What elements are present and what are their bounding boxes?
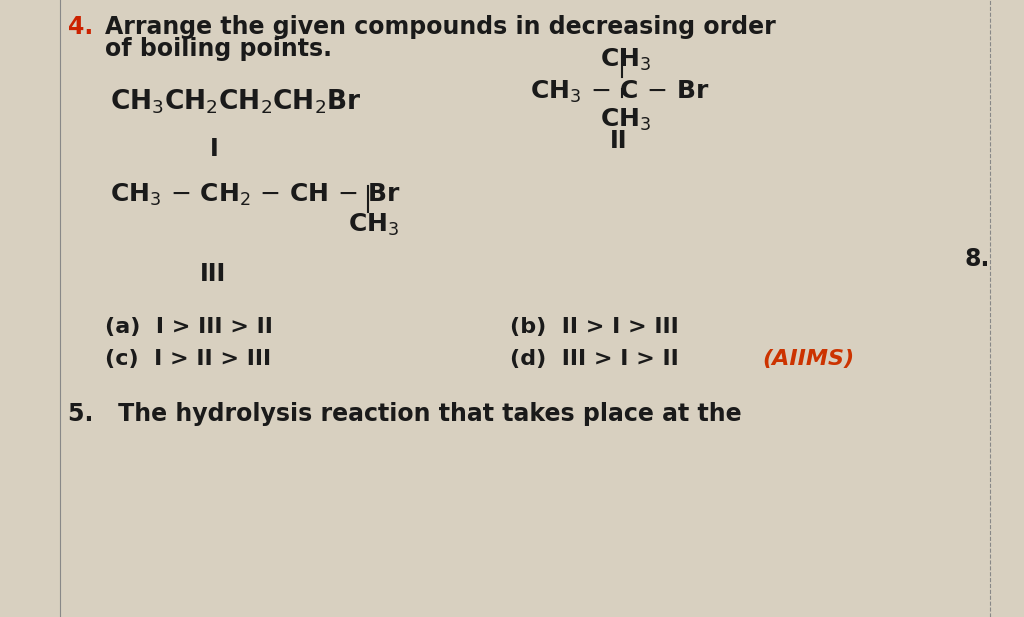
Text: I: I — [210, 137, 219, 161]
Text: III: III — [200, 262, 226, 286]
Text: II: II — [610, 129, 628, 153]
Text: of boiling points.: of boiling points. — [105, 37, 332, 61]
Text: CH$_3$ $-$ C $-$ Br: CH$_3$ $-$ C $-$ Br — [530, 79, 710, 106]
Text: (AIIMS): (AIIMS) — [762, 349, 854, 369]
Text: CH$_3$: CH$_3$ — [600, 47, 651, 73]
Text: (c)  I > II > III: (c) I > II > III — [105, 349, 271, 369]
Text: CH$_3$ $-$ CH$_2$ $-$ CH $-$ Br: CH$_3$ $-$ CH$_2$ $-$ CH $-$ Br — [110, 182, 400, 208]
Text: CH$_3$: CH$_3$ — [348, 212, 399, 238]
Text: CH$_3$CH$_2$CH$_2$CH$_2$Br: CH$_3$CH$_2$CH$_2$CH$_2$Br — [110, 87, 361, 115]
Text: Arrange the given compounds in decreasing order: Arrange the given compounds in decreasin… — [105, 15, 776, 39]
Text: (b)  II > I > III: (b) II > I > III — [510, 317, 679, 337]
Text: 5.   The hydrolysis reaction that takes place at the: 5. The hydrolysis reaction that takes pl… — [68, 402, 741, 426]
Text: CH$_3$: CH$_3$ — [600, 107, 651, 133]
Text: 8.: 8. — [965, 247, 990, 271]
Text: (d)  III > I > II: (d) III > I > II — [510, 349, 679, 369]
Text: (a)  I > III > II: (a) I > III > II — [105, 317, 272, 337]
Text: 4.: 4. — [68, 15, 93, 39]
